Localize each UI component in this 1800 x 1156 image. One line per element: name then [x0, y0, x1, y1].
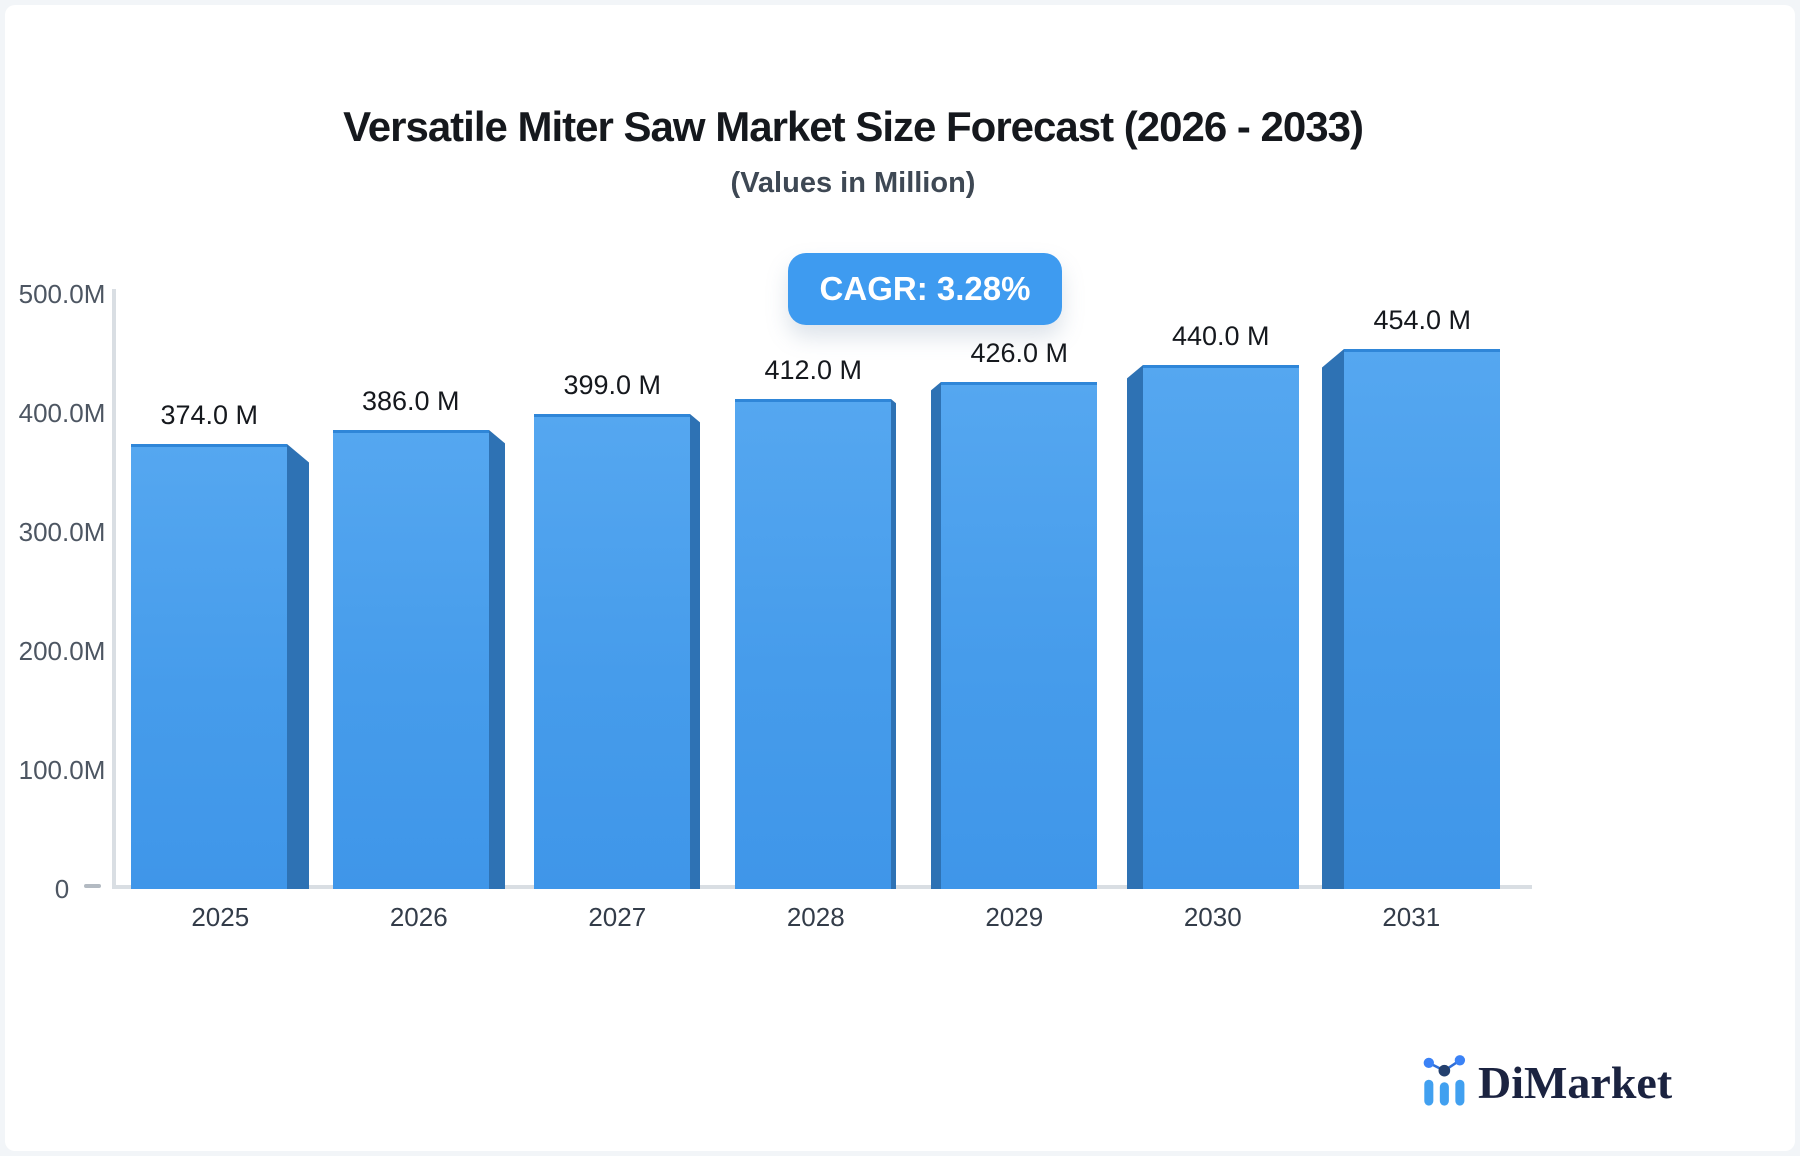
bar-side-bevel: [931, 382, 942, 889]
logo-text: DiMarket: [1478, 1057, 1673, 1108]
bar-value-label: 426.0 M: [970, 338, 1069, 368]
bar-2027[interactable]: [534, 414, 701, 889]
bar-side-bevel: [690, 414, 701, 889]
bar-face[interactable]: [1344, 349, 1501, 889]
chart-card: Versatile Miter Saw Market Size Forecast…: [5, 5, 1795, 1151]
bar-value-label: 399.0 M: [563, 370, 662, 400]
y-axis-line: [112, 289, 116, 889]
bar-value-label: 412.0 M: [764, 355, 863, 385]
zero-tick-mark: [84, 884, 101, 888]
plot-area: 0 100.0M 200.0M 300.0M 400.0M 500.0M 374.0 M 3…: [5, 5, 1795, 1151]
bar-side-bevel: [1126, 365, 1143, 889]
bar-side-bevel: [488, 430, 505, 889]
bar-2031[interactable]: [1322, 349, 1501, 889]
brand-logo: DiMarket: [1423, 1041, 1723, 1109]
bar-value-label: 386.0 M: [361, 386, 460, 416]
bar-face[interactable]: [735, 399, 892, 889]
x-axis-label-2027: 2027: [588, 902, 647, 932]
bar-face[interactable]: [332, 430, 489, 889]
x-axis-label-2031: 2031: [1382, 902, 1441, 932]
y-axis-tick-label: 100.0M: [18, 755, 106, 785]
cagr-badge: CAGR: 3.28%: [788, 253, 1062, 325]
bar-face[interactable]: [941, 382, 1098, 889]
chart-subtitle: (Values in Million): [730, 167, 976, 199]
bar-value-label: 440.0 M: [1171, 321, 1270, 351]
logo-icon: [1423, 1055, 1466, 1106]
bar-2026[interactable]: [332, 430, 505, 889]
x-axis-label-2029: 2029: [985, 902, 1044, 932]
bar-side-bevel: [1322, 349, 1345, 889]
bar-value-label: 454.0 M: [1373, 305, 1472, 335]
bar-2030[interactable]: [1126, 365, 1299, 889]
y-axis-tick-label: 500.0M: [18, 279, 106, 309]
bar-face[interactable]: [131, 444, 288, 889]
x-axis-label-2028: 2028: [786, 902, 845, 932]
y-axis-tick-label: 300.0M: [18, 517, 106, 547]
y-axis-tick-label: 400.0M: [18, 398, 106, 428]
bar-2029[interactable]: [931, 382, 1098, 889]
x-axis-label-2030: 2030: [1183, 902, 1242, 932]
bar-2025[interactable]: [131, 444, 310, 889]
x-axis-label-2025: 2025: [191, 902, 250, 932]
y-axis-tick-label: 0: [54, 874, 70, 904]
x-axis-label-2026: 2026: [389, 902, 448, 932]
bar-side-bevel: [891, 399, 897, 889]
bar-2028[interactable]: [735, 399, 897, 889]
y-axis-tick-label: 200.0M: [18, 636, 106, 666]
bar-value-label: 374.0 M: [160, 400, 259, 430]
bar-face[interactable]: [534, 414, 691, 889]
bar-face[interactable]: [1142, 365, 1299, 889]
chart-title: Versatile Miter Saw Market Size Forecast…: [343, 103, 1364, 150]
bar-side-bevel: [287, 444, 310, 889]
